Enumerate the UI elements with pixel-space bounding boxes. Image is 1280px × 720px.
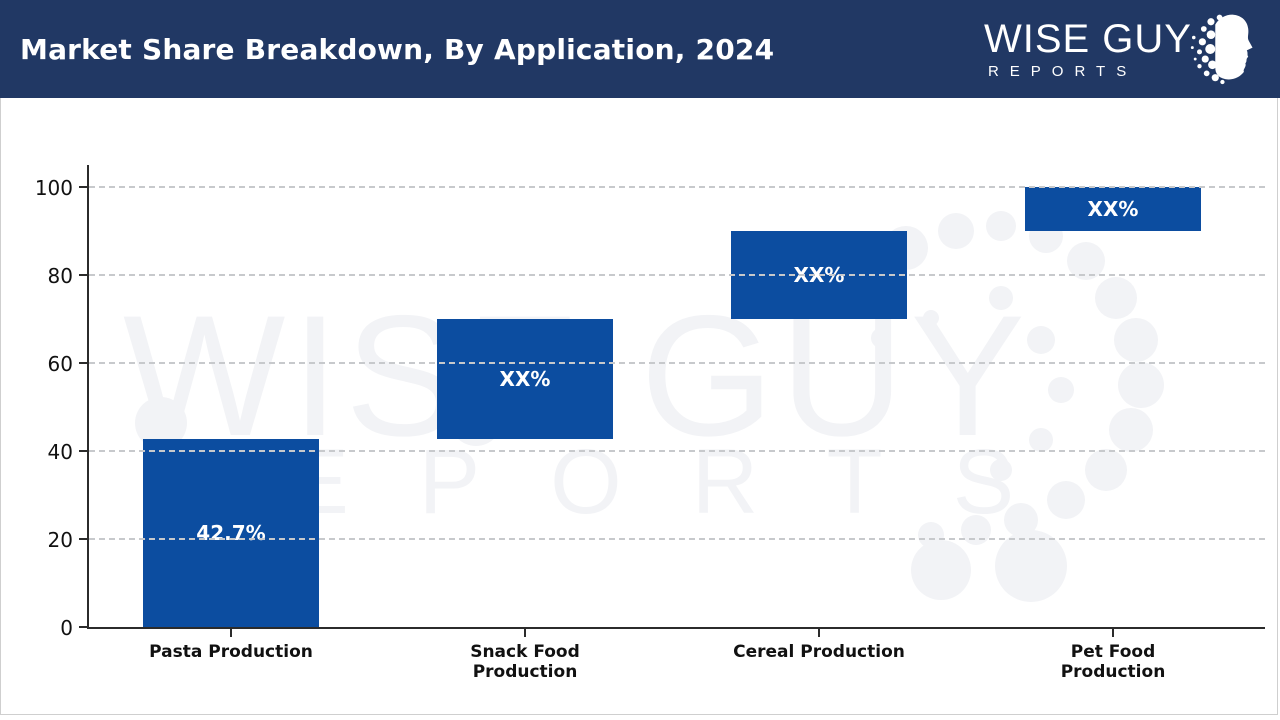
bar-snack-food-production: XX%	[437, 319, 613, 440]
x-tick-mark-1	[524, 629, 526, 637]
y-axis-spine	[87, 165, 89, 629]
gridline-y60	[89, 362, 1265, 364]
y-tick-label-20: 20	[47, 528, 73, 552]
logo-wordmark: WISE GUY REPORTS	[984, 19, 1192, 80]
logo-face-icon	[1190, 14, 1253, 85]
x-tick-mark-2	[818, 629, 820, 637]
gridline-y40	[89, 450, 1265, 452]
y-tick-mark-40	[79, 450, 87, 452]
y-tick-mark-100	[79, 186, 87, 188]
y-tick-label-60: 60	[47, 352, 73, 376]
y-tick-label-100: 100	[34, 176, 73, 200]
x-category-label-2: Cereal Production	[733, 642, 905, 662]
bar-pet-food-production: XX%	[1025, 187, 1201, 231]
x-tick-mark-3	[1112, 629, 1114, 637]
y-tick-mark-60	[79, 362, 87, 364]
wise-guy-reports-logo: WISE GUY REPORTS	[984, 0, 1264, 98]
x-axis-spine	[87, 627, 1265, 629]
chart-canvas: WISE GUY REPORTS 0 20 40 60 80 100 42.7% Pasta …	[0, 98, 1278, 715]
gridline-y80	[89, 274, 1265, 276]
x-category-label-0: Pasta Production	[149, 642, 313, 662]
x-tick-mark-0	[230, 629, 232, 637]
gridline-y20	[89, 538, 1265, 540]
page-title: Market Share Breakdown, By Application, …	[20, 32, 775, 66]
logo-line2: REPORTS	[987, 62, 1138, 80]
y-tick-mark-20	[79, 538, 87, 540]
plot-area: 0 20 40 60 80 100 42.7% Pasta Production XX% Snac…	[35, 165, 1265, 682]
bar-pasta-production: 42.7%	[143, 439, 319, 627]
gridline-y100	[89, 186, 1265, 188]
y-tick-label-40: 40	[47, 440, 73, 464]
bar-value-label: XX%	[499, 367, 551, 392]
y-tick-mark-0	[79, 626, 87, 628]
y-tick-mark-80	[79, 274, 87, 276]
header-banner: Market Share Breakdown, By Application, …	[0, 0, 1280, 98]
logo-line1: WISE GUY	[983, 16, 1192, 61]
y-tick-label-0: 0	[60, 616, 73, 640]
bar-value-label: XX%	[1087, 197, 1139, 221]
y-tick-label-80: 80	[47, 264, 73, 288]
x-category-label-1: Snack Food Production	[470, 642, 580, 683]
x-category-label-3: Pet Food Production	[1060, 642, 1166, 683]
bar-value-label: 42.7%	[196, 521, 266, 546]
